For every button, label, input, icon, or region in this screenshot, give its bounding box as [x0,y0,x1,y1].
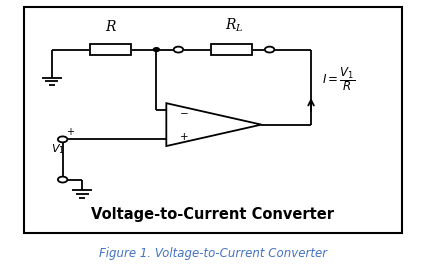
Bar [211,44,251,55]
Bar [24,7,402,233]
Polygon shape [166,103,261,146]
Text: Voltage-to-Current Converter: Voltage-to-Current Converter [91,207,334,222]
Text: $-$: $-$ [179,107,188,117]
Circle shape [58,177,67,183]
Text: R$_\mathregular{L}$: R$_\mathregular{L}$ [225,17,244,34]
Bar [90,44,130,55]
Circle shape [58,136,67,142]
Circle shape [153,48,159,51]
Circle shape [174,47,183,53]
Circle shape [265,47,274,53]
Text: R: R [105,20,115,34]
Text: Figure 1. Voltage-to-Current Converter: Figure 1. Voltage-to-Current Converter [98,247,327,260]
Text: $+$: $+$ [66,126,75,137]
Text: $+$: $+$ [179,131,188,142]
Text: $I = \dfrac{V_1}{R}$: $I = \dfrac{V_1}{R}$ [322,65,356,93]
Text: $V_1$: $V_1$ [51,143,64,157]
